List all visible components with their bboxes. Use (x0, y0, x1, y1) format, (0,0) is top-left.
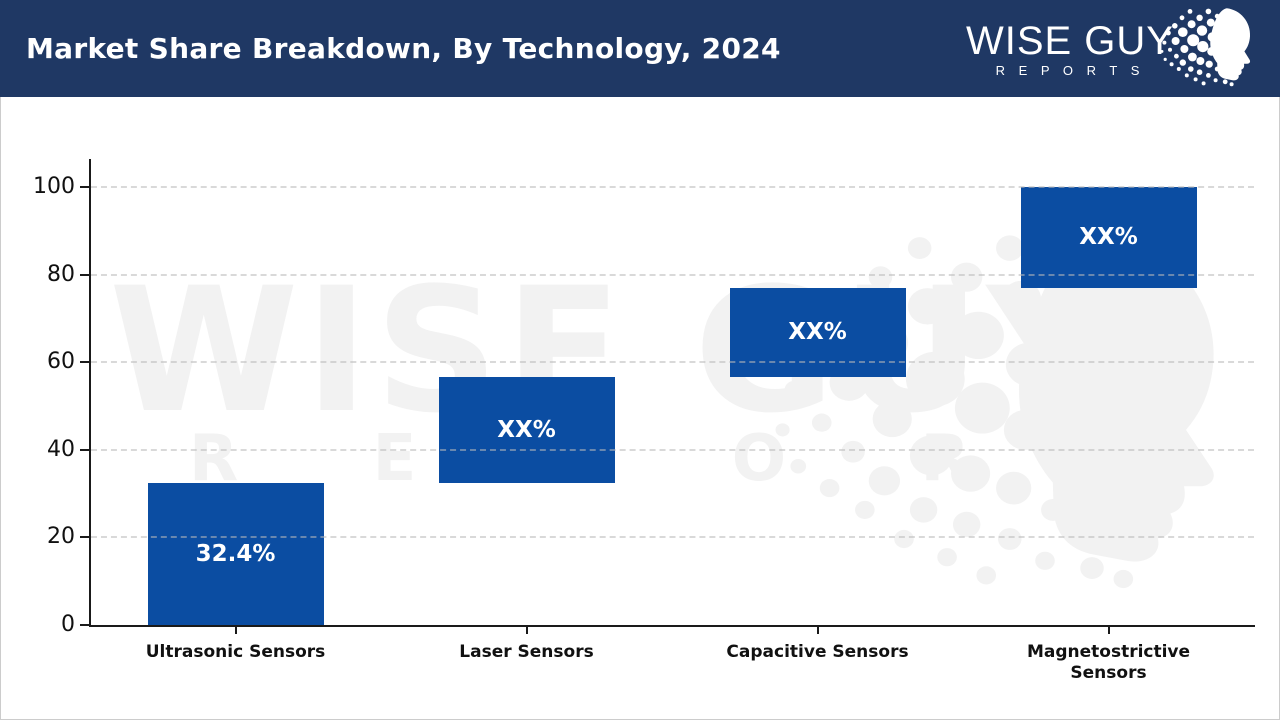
bar-value-label-laser-sensors: XX% (497, 416, 556, 443)
x-tick-label-capacitive-sensors: Capacitive Sensors (726, 642, 909, 662)
wiseguy-head-icon (1160, 7, 1251, 86)
wiseguy-logo-text: WISE GUY R E P O R T S (966, 21, 1174, 77)
x-tick-label-magnetostrictive-sensors: Magnetostrictive Sensors (1026, 642, 1191, 684)
bar-value-label-magnetostrictive-sensors: XX% (1079, 224, 1138, 251)
page-title: Market Share Breakdown, By Technology, 2… (26, 32, 781, 65)
x-axis-line (89, 625, 1255, 627)
chart-canvas: WISE GUY R E P O R T S 0 20 40 60 80 100 32.4%… (0, 97, 1280, 720)
x-tick-mark-capacitive-sensors (816, 627, 819, 634)
y-tick-label-0: 0 (61, 612, 75, 637)
gridline-60 (91, 361, 1254, 364)
bar-ultrasonic-sensors (147, 483, 324, 625)
y-tick-mark-40 (80, 448, 89, 451)
y-tick-mark-20 (80, 536, 89, 539)
y-tick-mark-80 (80, 273, 89, 276)
x-tick-label-laser-sensors: Laser Sensors (459, 642, 594, 662)
y-tick-label-100: 100 (33, 174, 75, 199)
y-tick-label-40: 40 (47, 436, 75, 462)
x-tick-mark-laser-sensors (525, 627, 528, 634)
gridline-20 (91, 536, 1254, 539)
y-tick-label-80: 80 (47, 261, 75, 287)
header-bar: Market Share Breakdown, By Technology, 2… (0, 0, 1280, 97)
x-tick-label-ultrasonic-sensors: Ultrasonic Sensors (145, 642, 326, 662)
bar-magnetostrictive-sensors (1020, 187, 1197, 288)
bar-value-label-ultrasonic-sensors: 32.4% (195, 541, 276, 568)
y-tick-label-20: 20 (47, 524, 75, 550)
gridline-100 (91, 186, 1254, 188)
gridline-80 (91, 273, 1254, 276)
gridline-40 (91, 448, 1254, 451)
bar-laser-sensors (438, 376, 615, 484)
x-tick-mark-magnetostrictive-sensors (1107, 627, 1110, 634)
wiseguy-logo: WISE GUY R E P O R T S (966, 5, 1254, 93)
y-tick-mark-100 (80, 186, 89, 188)
bar-value-label-capacitive-sensors: XX% (788, 319, 847, 346)
x-tick-mark-ultrasonic-sensors (234, 627, 237, 634)
y-tick-label-60: 60 (47, 349, 75, 375)
logo-brand-subtitle: R E P O R T S (995, 62, 1145, 78)
y-axis-line (89, 159, 91, 627)
y-tick-mark-0 (80, 624, 89, 626)
logo-brand-name: WISE GUY (965, 18, 1174, 63)
y-tick-mark-60 (80, 361, 89, 364)
